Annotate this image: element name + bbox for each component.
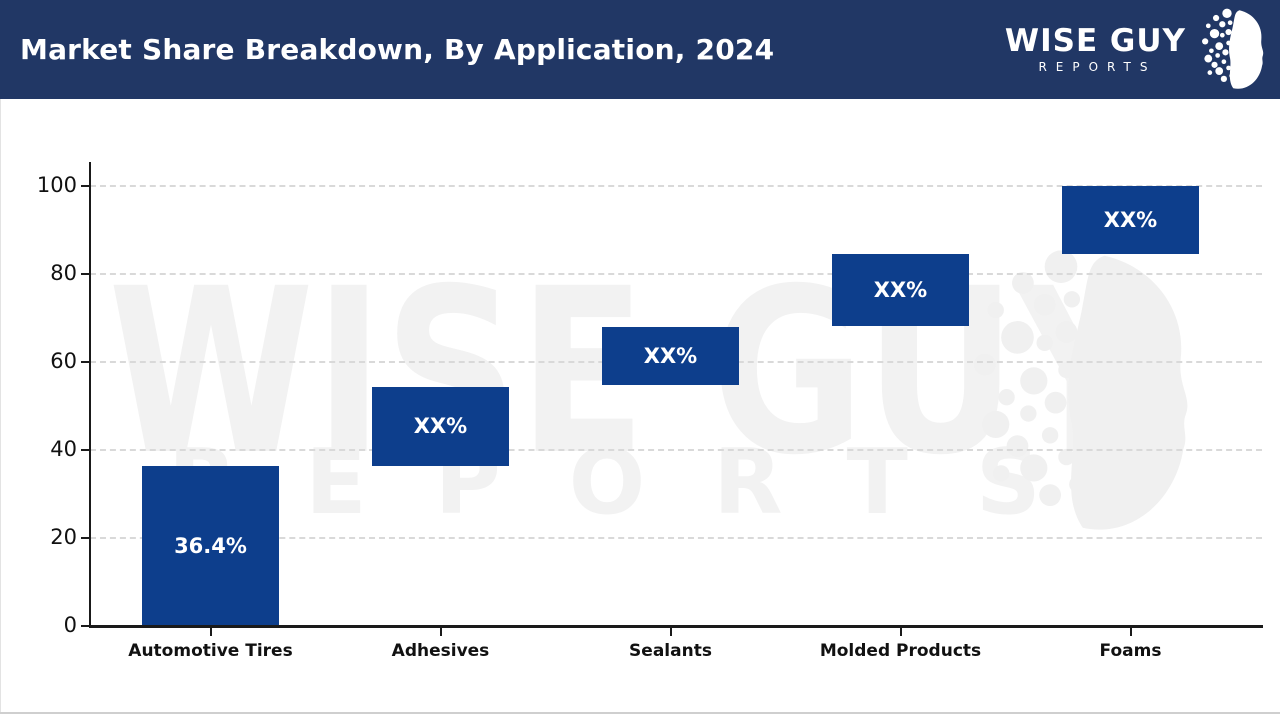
- y-tick-label-60: 60: [50, 349, 77, 373]
- bar-sealants: XX%: [602, 326, 739, 386]
- brand-logo: WISE GUY REPORTS: [1005, 6, 1266, 94]
- x-tick-4: [1129, 628, 1132, 636]
- x-tick-0: [209, 628, 212, 636]
- bar-value-label: 36.4%: [174, 533, 247, 558]
- bar-value-label: XX%: [873, 278, 928, 303]
- header: Market Share Breakdown, By Application, …: [0, 0, 1280, 99]
- figure-bottom-rule: [0, 712, 1280, 714]
- gridline-y-80: [90, 273, 1262, 275]
- x-tick-3: [899, 628, 902, 636]
- y-tick-40: [81, 449, 89, 451]
- gridline-y-40: [90, 449, 1262, 451]
- y-tick-20: [81, 537, 89, 539]
- gridline-y-20: [90, 537, 1262, 539]
- x-axis-spine: [89, 625, 1263, 628]
- y-tick-60: [81, 361, 89, 363]
- logo-wordmark: WISE GUY: [1004, 23, 1186, 60]
- x-tick-2: [669, 628, 672, 636]
- x-category-label: Automotive Tires: [128, 641, 293, 661]
- bar-value-label: XX%: [1103, 208, 1158, 233]
- chart-title: Market Share Breakdown, By Application, …: [20, 33, 775, 66]
- bar-automotive-tires: 36.4%: [142, 465, 279, 626]
- bar-foams: XX%: [1062, 186, 1199, 255]
- y-tick-label-40: 40: [50, 437, 77, 461]
- y-tick-label-80: 80: [50, 261, 77, 285]
- x-category-label: Molded Products: [819, 641, 982, 661]
- figure-left-border: [0, 99, 1, 713]
- x-category-label: Foams: [1099, 641, 1162, 661]
- y-tick-label-0: 0: [63, 613, 77, 637]
- x-category-label: Adhesives: [391, 641, 490, 661]
- bar-value-label: XX%: [413, 414, 468, 439]
- bar-molded-products: XX%: [832, 254, 969, 326]
- bar-value-label: XX%: [643, 344, 698, 369]
- x-tick-1: [439, 628, 442, 636]
- gridline-y-100: [90, 185, 1262, 187]
- y-tick-80: [81, 273, 89, 275]
- x-category-label: Sealants: [629, 641, 712, 661]
- y-tick-100: [81, 185, 89, 187]
- y-tick-0: [81, 625, 89, 627]
- logo-subtext: REPORTS: [1038, 59, 1157, 74]
- logo-head-icon: [1188, 6, 1266, 94]
- y-axis-spine: [89, 162, 91, 627]
- watermark-text-line2: REPORTS: [168, 430, 1109, 535]
- bar-adhesives: XX%: [372, 387, 509, 466]
- brand-logo-text: WISE GUY REPORTS: [1005, 25, 1186, 74]
- y-tick-label-20: 20: [50, 525, 77, 549]
- y-tick-label-100: 100: [36, 173, 77, 197]
